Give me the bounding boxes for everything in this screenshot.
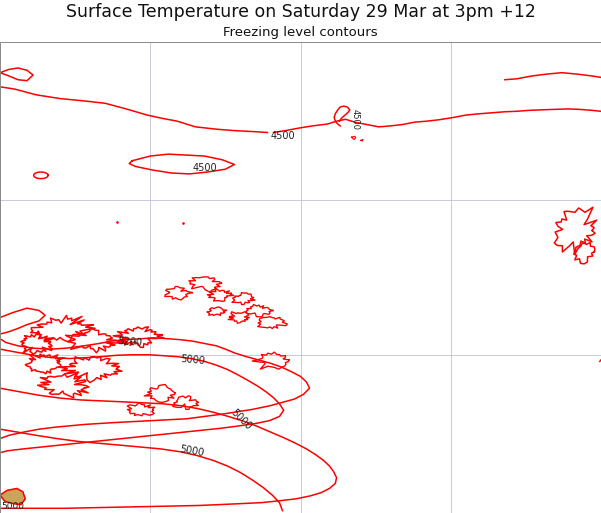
Text: 4500: 4500	[192, 163, 217, 173]
Text: 4500: 4500	[351, 109, 360, 130]
Text: 5000: 5000	[1, 502, 24, 510]
Text: 5000: 5000	[179, 444, 205, 458]
Text: 5200: 5200	[117, 337, 142, 348]
Text: 5000: 5000	[228, 407, 253, 432]
Text: 5000: 5000	[180, 354, 206, 366]
Text: Surface Temperature on Saturday 29 Mar at 3pm +12: Surface Temperature on Saturday 29 Mar a…	[66, 3, 535, 21]
Text: 4500: 4500	[270, 131, 295, 141]
Polygon shape	[0, 488, 25, 504]
Text: Freezing level contours: Freezing level contours	[223, 26, 378, 40]
